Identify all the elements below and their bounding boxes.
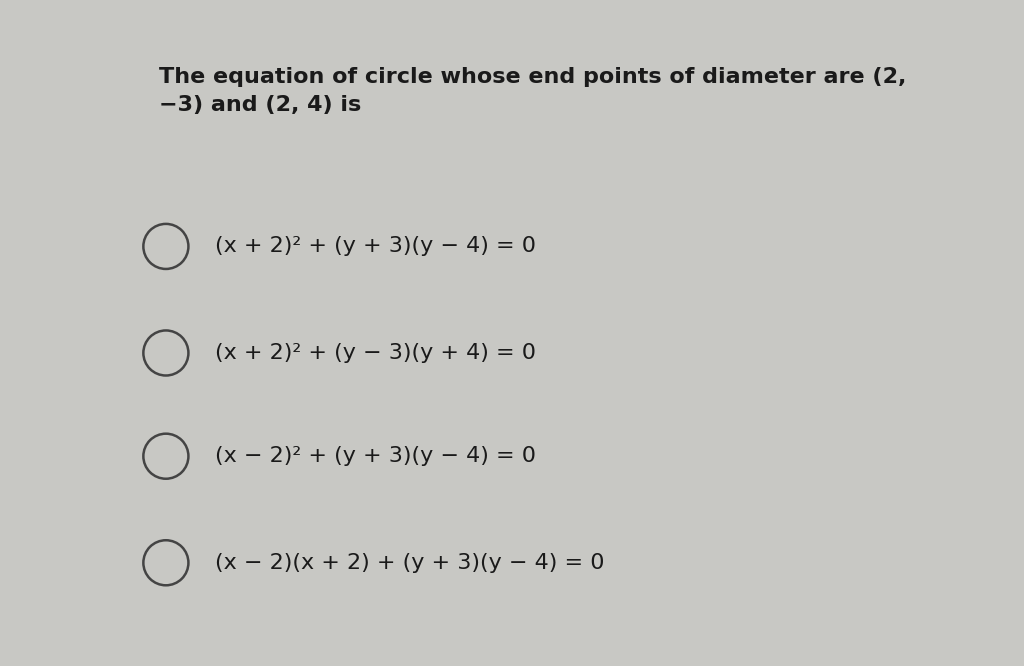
Text: (x + 2)² + (y − 3)(y + 4) = 0: (x + 2)² + (y − 3)(y + 4) = 0 [215, 343, 536, 363]
Text: The equation of circle whose end points of diameter are (2,
−3) and (2, 4) is: The equation of circle whose end points … [159, 67, 906, 115]
Text: (x + 2)² + (y + 3)(y − 4) = 0: (x + 2)² + (y + 3)(y − 4) = 0 [215, 236, 536, 256]
Text: (x − 2)² + (y + 3)(y − 4) = 0: (x − 2)² + (y + 3)(y − 4) = 0 [215, 446, 536, 466]
Text: (x − 2)(x + 2) + (y + 3)(y − 4) = 0: (x − 2)(x + 2) + (y + 3)(y − 4) = 0 [215, 553, 604, 573]
